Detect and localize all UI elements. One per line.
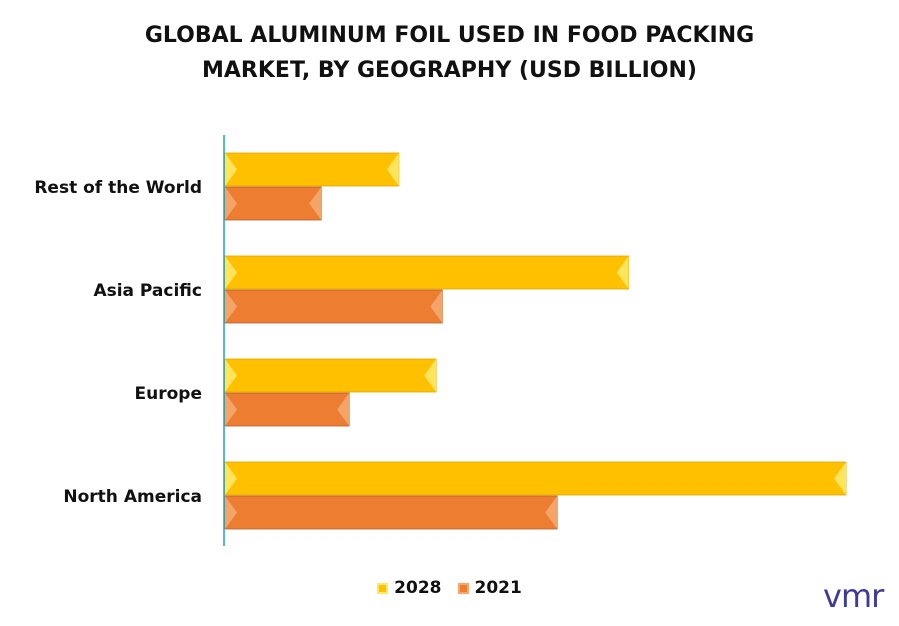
bar-2021-rest-of-the-world	[224, 186, 322, 221]
chart-title-line-2: MARKET, BY GEOGRAPHY (USD BILLION)	[202, 58, 697, 83]
bar-2028-asia-pacific-right-bevel	[616, 256, 629, 289]
bar-2028-rest-of-the-world-right-bevel	[386, 153, 399, 186]
bar-2021-rest-of-the-world-right-bevel	[309, 187, 322, 220]
bar-2028-asia-pacific	[224, 255, 630, 290]
vmr-logo: vmr	[821, 577, 891, 620]
bar-2028-europe-body	[224, 358, 437, 393]
chart-title-line-1: GLOBAL ALUMINUM FOIL USED IN FOOD PACKIN…	[144, 23, 755, 48]
bar-2028-europe-right-bevel	[424, 359, 437, 392]
bar-2028-north-america-right-bevel	[834, 462, 846, 495]
legend-swatch-2021	[457, 582, 469, 594]
bar-2028-north-america	[224, 461, 847, 496]
bar-2021-north-america-body	[224, 495, 558, 530]
legend-label-2028: 2028	[394, 578, 442, 598]
bar-2021-asia-pacific-right-bevel	[430, 290, 443, 323]
category-label-north-america: North America	[63, 487, 202, 507]
bar-2021-north-america-left-bevel	[225, 496, 237, 529]
legend: 2028 2021	[0, 578, 899, 598]
legend-item-2028[interactable]: 2028	[377, 578, 442, 598]
bar-2021-europe-body	[224, 392, 350, 427]
category-label-europe: Europe	[135, 384, 202, 404]
svg-text:vmr: vmr	[823, 577, 885, 615]
legend-swatch-2028	[377, 582, 389, 594]
bar-2021-asia-pacific-left-bevel	[225, 290, 237, 323]
bar-2021-asia-pacific-body	[224, 289, 443, 324]
vmr-logo-mark: vmr	[823, 577, 886, 615]
bars-layer	[224, 152, 847, 530]
bar-2021-asia-pacific	[224, 289, 443, 324]
bar-2028-europe-left-bevel	[225, 359, 237, 392]
category-labels: Rest of the World Asia Pacific Europe North…	[34, 178, 202, 507]
bar-2021-europe-left-bevel	[225, 393, 237, 426]
bar-2028-rest-of-the-world	[224, 152, 400, 187]
bar-2028-rest-of-the-world-left-bevel	[225, 153, 237, 186]
bar-2021-rest-of-the-world-body	[224, 186, 322, 221]
bar-2028-europe	[224, 358, 437, 393]
bar-2028-north-america-left-bevel	[225, 462, 237, 495]
bar-2021-europe	[224, 392, 350, 427]
category-label-asia-pacific: Asia Pacific	[93, 281, 202, 301]
bar-2021-rest-of-the-world-left-bevel	[225, 187, 237, 220]
bar-2028-north-america-body	[224, 461, 847, 496]
bar-2028-asia-pacific-left-bevel	[225, 256, 237, 289]
bar-2021-north-america	[224, 495, 558, 530]
legend-item-2021[interactable]: 2021	[457, 578, 522, 598]
legend-label-2021: 2021	[474, 578, 522, 598]
bar-2028-asia-pacific-body	[224, 255, 630, 290]
bar-2021-north-america-right-bevel	[545, 496, 558, 529]
bar-2021-europe-right-bevel	[337, 393, 350, 426]
category-label-rest-of-the-world: Rest of the World	[34, 178, 202, 198]
chart-title: GLOBAL ALUMINUM FOIL USED IN FOOD PACKIN…	[0, 18, 899, 88]
bar-2028-rest-of-the-world-body	[224, 152, 400, 187]
